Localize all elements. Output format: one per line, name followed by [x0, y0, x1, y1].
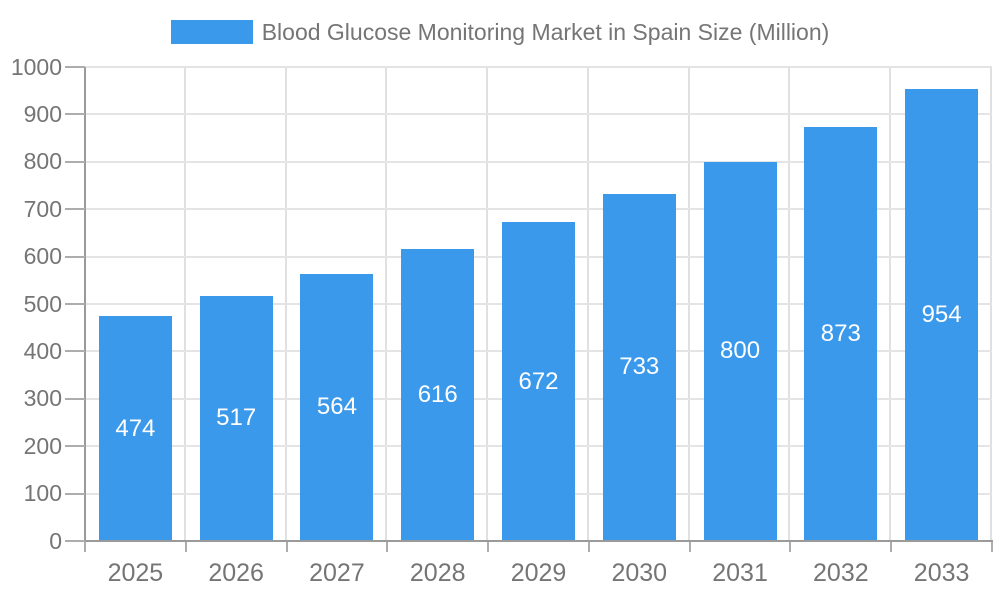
- bar-2032: 873: [804, 127, 878, 541]
- x-tick-7: [789, 542, 792, 552]
- gridline-y-900: [85, 113, 992, 116]
- y-tick-label: 600: [23, 243, 62, 270]
- plot-area: 474 517 564 616 672 733 800 873 954: [85, 66, 992, 541]
- gridline-y-800: [85, 160, 992, 163]
- bar-2027: 564: [300, 273, 374, 541]
- x-tick-2: [285, 542, 288, 552]
- y-tick-label: 400: [23, 337, 62, 364]
- x-tick-label-2028: 2028: [409, 559, 466, 587]
- bar-2026: 517: [199, 295, 273, 541]
- gridline-y-1000: [85, 66, 992, 68]
- legend-swatch: [170, 20, 253, 44]
- y-tick-label: 200: [23, 432, 62, 459]
- x-tick-label-2031: 2031: [712, 559, 768, 587]
- bar-value-label: 672: [518, 367, 559, 395]
- legend-label: Blood Glucose Monitoring Market in Spain…: [261, 18, 830, 45]
- y-tick-400: [65, 350, 85, 353]
- y-tick-900: [65, 113, 85, 116]
- y-tick-300: [65, 397, 85, 400]
- bar-value-label: 873: [820, 320, 861, 348]
- bar-value-label: 616: [417, 381, 458, 409]
- y-tick-0: [65, 540, 85, 542]
- x-tick-label-2027: 2027: [309, 559, 365, 587]
- y-tick-100: [65, 492, 85, 495]
- y-tick-label: 500: [23, 290, 62, 317]
- y-tick-label: 1000: [10, 53, 62, 80]
- bar-value-label: 564: [316, 393, 357, 421]
- x-tick-4: [487, 542, 490, 552]
- x-tick-label-2025: 2025: [107, 559, 164, 587]
- y-tick-label: 300: [23, 385, 62, 412]
- x-tick-label-2032: 2032: [813, 559, 869, 587]
- gridline-y-700: [85, 208, 992, 211]
- bar-value-label: 733: [619, 353, 660, 381]
- bar-2030: 733: [602, 193, 676, 541]
- chart-legend: Blood Glucose Monitoring Market in Spain…: [0, 18, 1000, 46]
- x-tick-9: [991, 542, 993, 552]
- y-tick-200: [65, 445, 85, 448]
- x-tick-label-2033: 2033: [913, 559, 970, 587]
- y-axis-line: [84, 67, 86, 541]
- bar-2029: 672: [502, 222, 575, 541]
- bar-2025: 474: [98, 316, 172, 541]
- bar-value-label: 800: [720, 337, 761, 365]
- x-tick-8: [890, 542, 893, 552]
- bar-2031: 800: [703, 161, 777, 541]
- bar-2033: 954: [905, 88, 979, 541]
- bar-2028: 616: [401, 249, 475, 541]
- x-tick-6: [688, 542, 691, 552]
- y-tick-label: 100: [23, 480, 62, 507]
- bar-value-label: 474: [115, 414, 156, 442]
- x-axis-line: [84, 540, 993, 542]
- y-tick-700: [65, 208, 85, 211]
- y-tick-label: 900: [23, 100, 62, 127]
- y-tick-1000: [65, 66, 85, 68]
- x-tick-label-2026: 2026: [208, 559, 264, 587]
- x-tick-label-2029: 2029: [510, 559, 567, 587]
- bar-value-label: 954: [921, 300, 962, 328]
- x-tick-label-2030: 2030: [611, 559, 668, 587]
- x-tick-5: [587, 542, 590, 552]
- y-tick-label: 800: [23, 148, 62, 175]
- y-tick-800: [65, 160, 85, 163]
- y-tick-label: 700: [23, 195, 62, 222]
- x-tick-3: [386, 542, 389, 552]
- bar-value-label: 517: [216, 404, 257, 432]
- x-tick-0: [84, 542, 86, 552]
- y-tick-label: 0: [49, 527, 62, 554]
- y-tick-500: [65, 303, 85, 305]
- y-tick-600: [65, 255, 85, 258]
- x-tick-1: [184, 542, 187, 552]
